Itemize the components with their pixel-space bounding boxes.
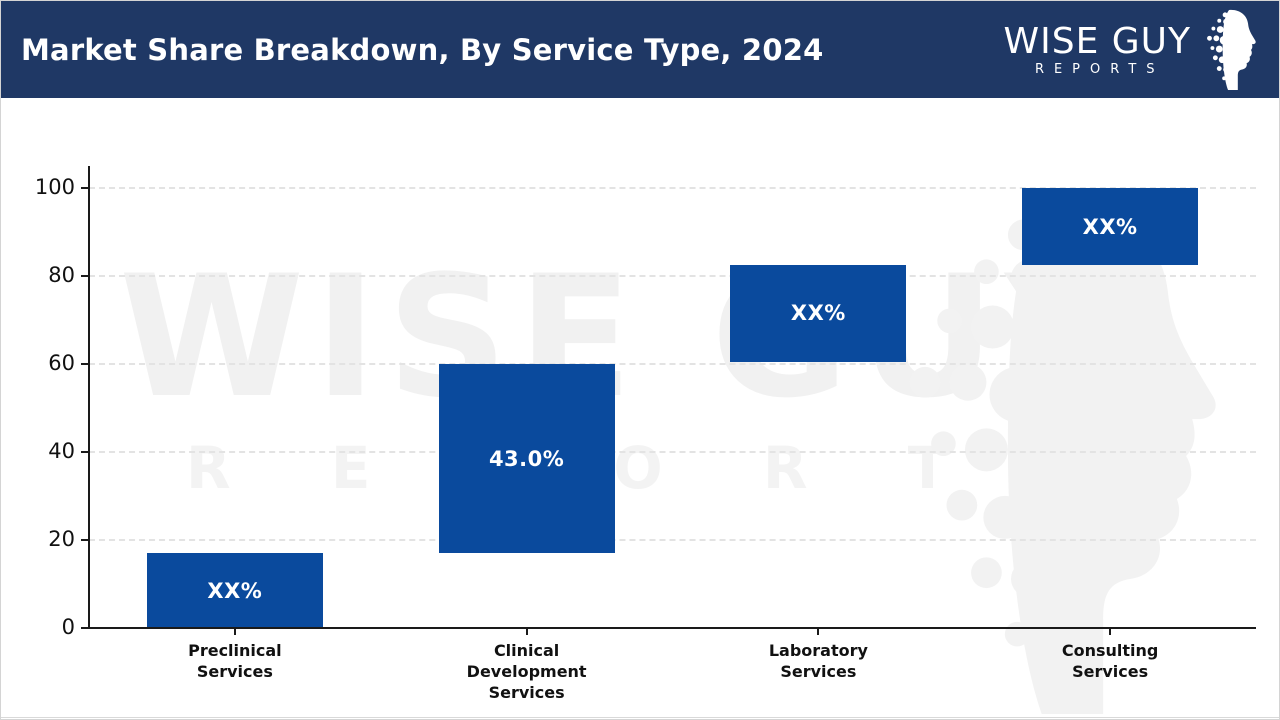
gridline-60 <box>89 363 1256 365</box>
bar-segment: XX% <box>146 553 323 628</box>
y-tick-mark-80 <box>81 275 89 277</box>
y-tick-label-0: 0 <box>61 615 75 639</box>
logo-text: WISE GUY REPORTS <box>1003 20 1192 78</box>
bar-value-label: XX% <box>207 578 263 603</box>
x-tick-mark <box>233 628 236 635</box>
y-tick-label-20: 20 <box>48 527 75 551</box>
y-tick-mark-100 <box>81 187 89 189</box>
logo-wordmark: WISE GUY <box>1003 20 1191 62</box>
wiseguy-head-icon <box>1193 9 1267 91</box>
x-axis-line <box>88 627 1256 629</box>
category-label: Clinical Development Services <box>466 641 587 702</box>
y-axis-line <box>88 166 90 629</box>
gridline-20 <box>89 539 1256 541</box>
y-tick-mark-60 <box>81 363 89 365</box>
y-tick-mark-20 <box>81 539 89 541</box>
x-tick-mark <box>525 628 528 635</box>
x-tick-mark <box>1109 628 1112 635</box>
page-title: Market Share Breakdown, By Service Type,… <box>21 32 824 67</box>
y-tick-label-80: 80 <box>48 263 75 287</box>
wiseguy-logo: WISE GUY REPORTS <box>1004 9 1268 91</box>
category-label: Consulting Services <box>1061 641 1159 681</box>
bar-value-label: XX% <box>1082 214 1138 239</box>
y-tick-mark-0 <box>81 627 89 629</box>
gridline-40 <box>89 451 1256 453</box>
gridline-80 <box>89 275 1256 277</box>
bar-segment: 43.0% <box>438 364 615 554</box>
logo-subtitle: REPORTS <box>1034 62 1165 78</box>
bar-segment: XX% <box>1022 188 1199 265</box>
x-tick-mark <box>817 628 820 635</box>
gridline-100 <box>89 187 1256 189</box>
y-tick-mark-40 <box>81 451 89 453</box>
bar-value-label: 43.0% <box>488 446 565 471</box>
y-tick-label-100: 100 <box>34 175 75 199</box>
y-tick-label-60: 60 <box>48 351 75 375</box>
bar-segment: XX% <box>730 265 907 362</box>
bar-value-label: XX% <box>790 301 846 326</box>
header-bar: Market Share Breakdown, By Service Type,… <box>1 1 1279 98</box>
y-tick-label-40: 40 <box>48 439 75 463</box>
footer-divider <box>1 717 1279 718</box>
category-label: Preclinical Services <box>188 641 282 681</box>
wiseguy-head-watermark-icon <box>839 186 1269 719</box>
category-label: Laboratory Services <box>768 641 868 681</box>
